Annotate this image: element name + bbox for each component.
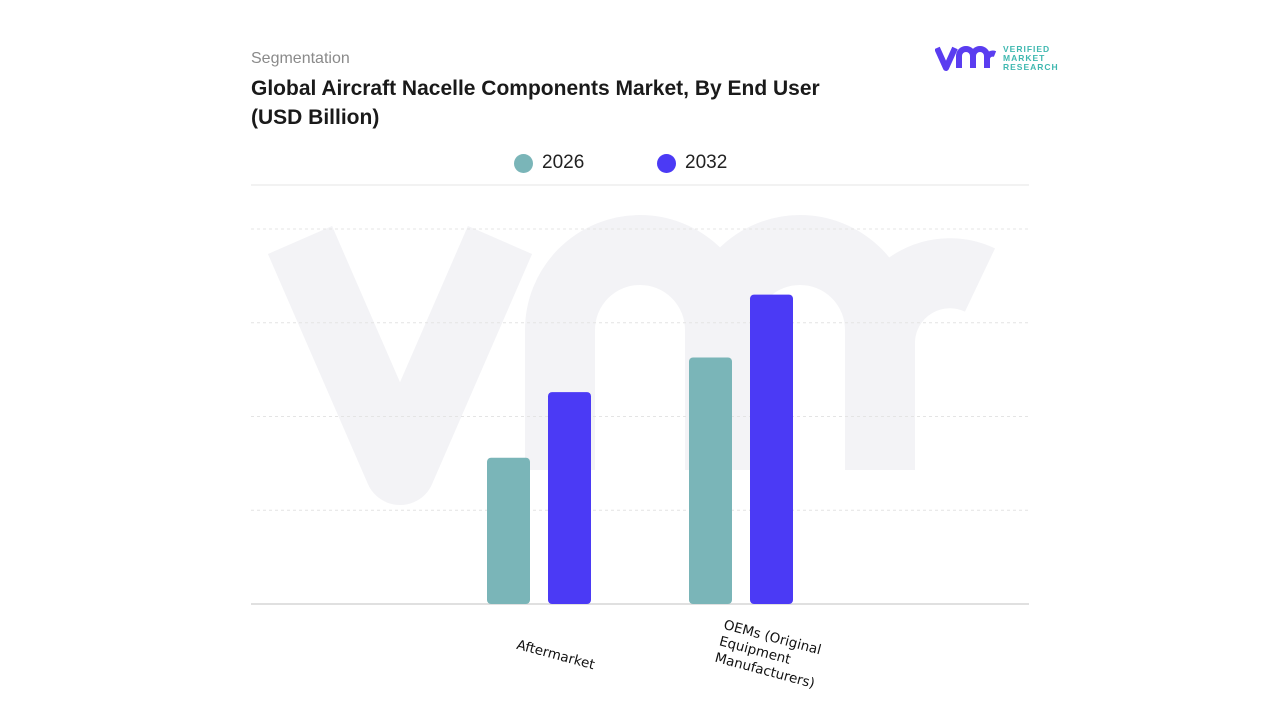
logo-line: RESEARCH bbox=[1003, 61, 1059, 72]
legend-label: 2026 bbox=[542, 152, 585, 173]
logo-line: MARKET bbox=[1003, 52, 1046, 63]
segment-label: Segmentation bbox=[251, 50, 350, 67]
bar-2026-0[interactable] bbox=[487, 457, 530, 604]
legend-swatch-2026 bbox=[514, 153, 533, 173]
watermark-logo bbox=[267, 215, 996, 505]
bar-2032-1[interactable] bbox=[750, 294, 793, 604]
vmr-logo-mark-icon bbox=[935, 46, 997, 71]
logo-line: VERIFIED bbox=[1003, 43, 1051, 54]
bar-2026-1[interactable] bbox=[689, 357, 732, 604]
legend-item-2032[interactable]: 2032 bbox=[657, 152, 727, 174]
legend-label: 2032 bbox=[685, 152, 728, 173]
legend-swatch-2032 bbox=[657, 153, 676, 173]
bar-2032-0[interactable] bbox=[548, 392, 591, 604]
legend: 2026 2032 bbox=[0, 152, 1280, 176]
chart-title: Global Aircraft Nacelle Components Marke… bbox=[251, 77, 820, 129]
legend-item-2026[interactable]: 2026 bbox=[514, 152, 584, 174]
vmr-logo: VERIFIED MARKET RESEARCH bbox=[935, 44, 1059, 72]
